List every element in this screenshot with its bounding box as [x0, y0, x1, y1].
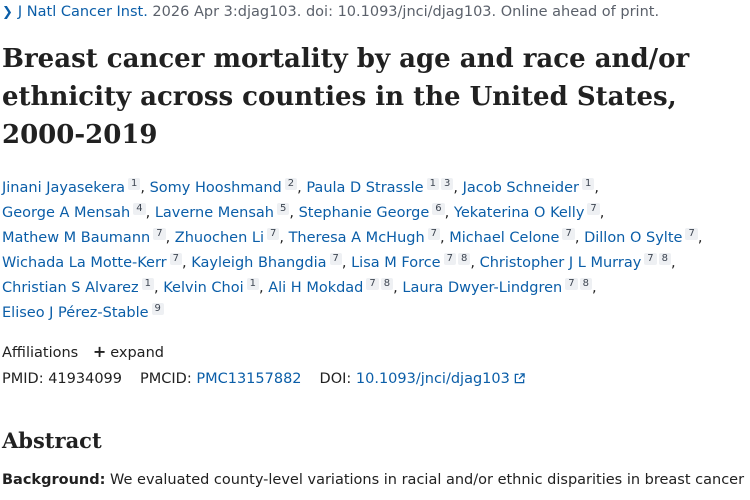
author-name-link[interactable]: Wichada La Motte-Kerr [2, 255, 167, 271]
article-title: Breast cancer mortality by age and race … [2, 44, 690, 150]
author-name-link[interactable]: Kelvin Choi [163, 280, 244, 296]
pmid-label: PMID: [2, 371, 44, 387]
author-name-link[interactable]: Mathew M Baumann [2, 230, 151, 246]
author-name-link[interactable]: Dillon O Sylte [584, 230, 683, 246]
background-text: We evaluated county-level variations in … [105, 472, 745, 488]
plus-icon: + [92, 342, 107, 361]
author-name-link[interactable]: Laverne Mensah [154, 205, 274, 221]
author-name-link[interactable]: Eliseo J Pérez-Stable [2, 305, 149, 321]
affiliation-number[interactable]: 8 [457, 253, 471, 265]
author-name-link[interactable]: Christopher J L Murray [479, 255, 642, 271]
citation-details: 2026 Apr 3:djag103. doi: 10.1093/jnci/dj… [147, 4, 660, 20]
doi-label: DOI: [319, 371, 352, 387]
identifiers-row: PMID: 41934099 PMCID: PMC13157882 DOI: 10.… [2, 371, 525, 387]
affiliation-number[interactable]: 7 [169, 253, 183, 265]
doi-value: 10.1093/jnci/djag103 [355, 371, 510, 387]
affiliations-row: Affiliations + expand [2, 342, 164, 361]
author-item: Wichada La Motte-Kerr 7, [2, 253, 187, 271]
author-name-link[interactable]: Yekaterina O Kelly [453, 205, 585, 221]
affiliation-number[interactable]: 7 [266, 228, 280, 240]
author-item: Stephanie George 6, [298, 203, 450, 221]
author-item: Lisa M Force 7 8, [351, 253, 475, 271]
author-name-link[interactable]: Kayleigh Bhangdia [191, 255, 327, 271]
author-item: Eliseo J Pérez-Stable 9 [2, 303, 164, 321]
author-item: Jinani Jayasekera 1, [2, 178, 145, 196]
affiliation-number[interactable]: 7 [562, 228, 575, 240]
author-item: Zhuochen Li 7, [174, 228, 284, 246]
author-item: Christopher J L Murray 7 8, [479, 253, 676, 271]
author-item: Ali H Mokdad 7 8, [268, 278, 398, 296]
affiliation-number[interactable]: 1 [141, 278, 155, 290]
author-name-link[interactable]: Christian S Alvarez [2, 280, 139, 296]
affiliation-number[interactable]: 7 [153, 228, 166, 240]
affiliation-number[interactable]: 1 [127, 178, 141, 190]
author-name-link[interactable]: Zhuochen Li [174, 230, 264, 246]
author-name-link[interactable]: Ali H Mokdad [268, 280, 364, 296]
author-name-link[interactable]: Paula D Strassle [306, 180, 424, 196]
author-name-link[interactable]: George A Mensah [2, 205, 131, 221]
author-item: Paula D Strassle 1 3, [306, 178, 458, 196]
affiliations-expand-button[interactable]: + expand [92, 342, 164, 361]
affiliations-label: Affiliations [2, 345, 79, 361]
author-name-link[interactable]: Jinani Jayasekera [2, 180, 125, 196]
affiliation-number[interactable]: 7 [565, 278, 578, 290]
author-item: Somy Hooshmand 2, [149, 178, 302, 196]
author-item: Yekaterina O Kelly 7, [453, 203, 605, 221]
author-name-link[interactable]: Stephanie George [298, 205, 430, 221]
author-name-link[interactable]: Lisa M Force [351, 255, 441, 271]
affiliation-number[interactable]: 7 [685, 228, 698, 240]
author-item: George A Mensah 4, [2, 203, 151, 221]
author-name-link[interactable]: Theresa A McHugh [288, 230, 425, 246]
background-label: Background: [2, 472, 106, 488]
affiliation-number[interactable]: 8 [579, 278, 592, 290]
authors-list: Jinani Jayasekera 1, Somy Hooshmand 2, Pau… [2, 176, 747, 326]
affiliation-number[interactable]: 1 [246, 278, 259, 290]
affiliation-number[interactable]: 7 [443, 253, 456, 265]
author-name-link[interactable]: Jacob Schneider [462, 180, 579, 196]
author-item: Mathew M Baumann 7, [2, 228, 171, 246]
author-item: Laverne Mensah 5, [154, 203, 294, 221]
doi-link[interactable]: 10.1093/jnci/djag103 [356, 371, 525, 387]
citation-line: ❯ J Natl Cancer Inst. 2026 Apr 3:djag103.… [2, 4, 659, 20]
affiliation-number[interactable]: 7 [329, 253, 342, 265]
chevron-right-icon[interactable]: ❯ [2, 5, 13, 20]
affiliation-number[interactable]: 3 [440, 178, 454, 190]
abstract-heading: Abstract [2, 428, 102, 453]
journal-link[interactable]: J Natl Cancer Inst. [17, 4, 148, 20]
external-link-icon [514, 373, 525, 384]
affiliation-number[interactable]: 8 [380, 278, 394, 290]
pmcid-label: PMCID: [140, 371, 192, 387]
affiliation-number[interactable]: 2 [284, 178, 298, 190]
affiliation-number[interactable]: 7 [366, 278, 379, 290]
author-item: Michael Celone 7, [449, 228, 580, 246]
expand-label: expand [110, 345, 164, 361]
author-name-link[interactable]: Laura Dwyer-Lindgren [402, 280, 563, 296]
affiliation-number[interactable]: 7 [427, 228, 441, 240]
affiliation-number[interactable]: 1 [582, 178, 595, 190]
affiliation-number[interactable]: 7 [644, 253, 657, 265]
author-name-link[interactable]: Somy Hooshmand [149, 180, 282, 196]
author-name-link[interactable]: Michael Celone [449, 230, 560, 246]
author-item: Kayleigh Bhangdia 7, [191, 253, 347, 271]
affiliation-number[interactable]: 1 [426, 178, 439, 190]
affiliation-number[interactable]: 4 [133, 203, 146, 215]
author-item: Dillon O Sylte 7, [584, 228, 703, 246]
pmid-value: 41934099 [48, 371, 123, 387]
author-item: Kelvin Choi 1, [163, 278, 264, 296]
author-item: Jacob Schneider 1, [462, 178, 599, 196]
author-item: Laura Dwyer-Lindgren 7 8, [402, 278, 597, 296]
pmcid-link[interactable]: PMC13157882 [196, 371, 302, 387]
affiliation-number[interactable]: 8 [658, 253, 672, 265]
author-item: Theresa A McHugh 7, [288, 228, 445, 246]
affiliation-number[interactable]: 6 [432, 203, 445, 215]
affiliation-number[interactable]: 7 [587, 203, 600, 215]
affiliation-number[interactable]: 9 [151, 303, 164, 315]
abstract-background: Background: We evaluated county-level va… [2, 472, 747, 488]
author-item: Christian S Alvarez 1, [2, 278, 159, 296]
affiliation-number[interactable]: 5 [277, 203, 290, 215]
